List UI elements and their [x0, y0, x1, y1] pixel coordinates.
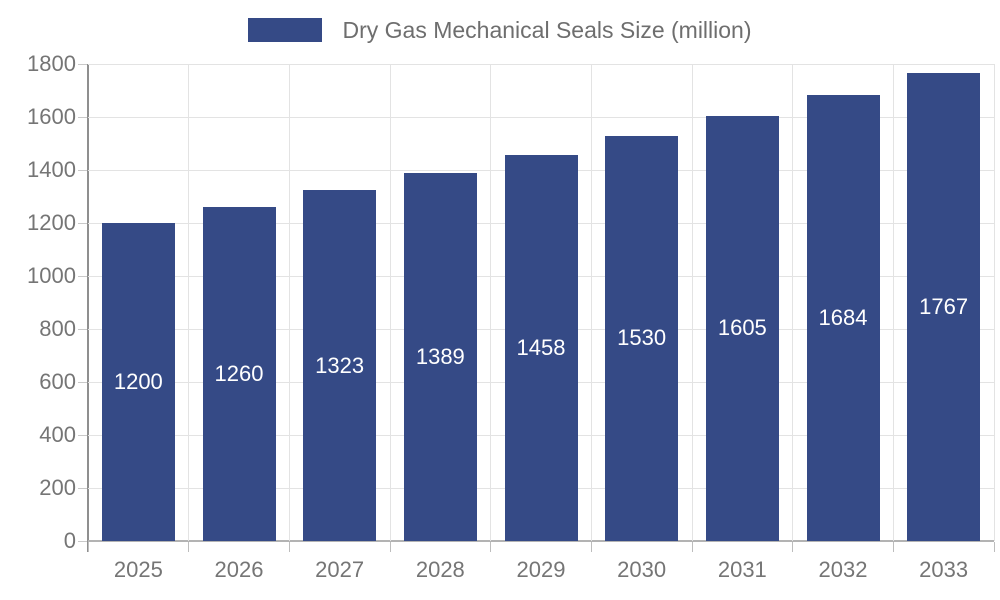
- y-axis-tick-label: 1000: [27, 263, 76, 288]
- y-axis-tick-label: 1200: [27, 210, 76, 235]
- x-tick: [792, 542, 794, 552]
- legend-swatch: [248, 18, 323, 42]
- x-axis-tick-label: 2033: [919, 557, 969, 582]
- y-axis-tick-label: 1600: [27, 104, 76, 129]
- x-axis-tick-label: 2032: [818, 557, 868, 582]
- bar-value-label: 1389: [415, 343, 465, 369]
- bar: 1684: [806, 94, 880, 541]
- bar: 1458: [504, 154, 578, 541]
- bar: 1767: [907, 72, 981, 541]
- y-axis-tick-label: 200: [39, 475, 76, 500]
- y-tick: [78, 434, 87, 436]
- y-tick: [78, 222, 87, 224]
- plot-area: 0 200 400 600 800 1000 1200 1400 1600 1800 1200 202…: [27, 51, 995, 582]
- bar: 1389: [403, 172, 477, 541]
- bar-value-label: 1767: [919, 293, 969, 319]
- bar-value-label: 1323: [315, 352, 365, 378]
- legend-label: Dry Gas Mechanical Seals Size (million): [342, 16, 752, 43]
- y-axis-tick-label: 1400: [27, 157, 76, 182]
- x-axis-tick-label: 2025: [113, 557, 163, 582]
- y-axis-tick-label: 1800: [27, 51, 76, 76]
- y-tick: [78, 540, 87, 542]
- y-tick: [78, 275, 87, 277]
- x-tick: [188, 542, 190, 552]
- y-axis-line: [87, 64, 89, 552]
- y-axis-tick-label: 600: [39, 369, 76, 394]
- x-tick: [288, 542, 290, 552]
- x-axis-tick-label: 2028: [415, 557, 465, 582]
- bar-value-label: 1458: [516, 334, 566, 360]
- bar: 1260: [202, 207, 276, 541]
- y-tick: [78, 63, 87, 65]
- y-tick: [78, 328, 87, 330]
- y-tick: [78, 381, 87, 383]
- v-gridline: [691, 64, 693, 541]
- legend: Dry Gas Mechanical Seals Size (million): [0, 14, 1000, 46]
- bar-value-label: 1530: [617, 325, 667, 351]
- bar-value-label: 1260: [214, 361, 264, 387]
- bar: 1200: [101, 223, 175, 541]
- v-gridline: [993, 64, 995, 541]
- y-tick: [78, 116, 87, 118]
- y-tick: [78, 169, 87, 171]
- y-axis-tick-label: 400: [39, 422, 76, 447]
- x-tick: [993, 542, 995, 552]
- x-axis-tick-label: 2027: [315, 557, 365, 582]
- y-axis-tick-label: 0: [63, 528, 76, 553]
- h-gridline: [88, 63, 994, 65]
- bar: 1530: [605, 135, 679, 541]
- bar: 1323: [303, 190, 377, 541]
- x-axis-line: [88, 540, 994, 542]
- v-gridline: [892, 64, 894, 541]
- x-axis-tick-label: 2029: [516, 557, 566, 582]
- v-gridline: [590, 64, 592, 541]
- x-axis-tick-label: 2030: [617, 557, 667, 582]
- v-gridline: [490, 64, 492, 541]
- y-axis-tick-label: 800: [39, 316, 76, 341]
- x-tick: [389, 542, 391, 552]
- y-tick: [78, 487, 87, 489]
- x-tick: [691, 542, 693, 552]
- bar-value-label: 1684: [818, 304, 868, 330]
- legend-item[interactable]: Dry Gas Mechanical Seals Size (million): [248, 16, 752, 44]
- h-gridline: [88, 116, 994, 118]
- bar-value-label: 1200: [113, 369, 163, 394]
- v-gridline: [188, 64, 190, 541]
- x-axis-tick-label: 2026: [214, 557, 264, 582]
- v-gridline: [389, 64, 391, 541]
- x-tick: [892, 542, 894, 552]
- v-gridline: [792, 64, 794, 541]
- bar: 1605: [705, 115, 779, 541]
- v-gridline: [288, 64, 290, 541]
- bar-value-label: 1605: [717, 315, 767, 341]
- x-axis-tick-label: 2031: [717, 557, 767, 582]
- x-tick: [87, 542, 89, 552]
- x-tick: [490, 542, 492, 552]
- x-tick: [590, 542, 592, 552]
